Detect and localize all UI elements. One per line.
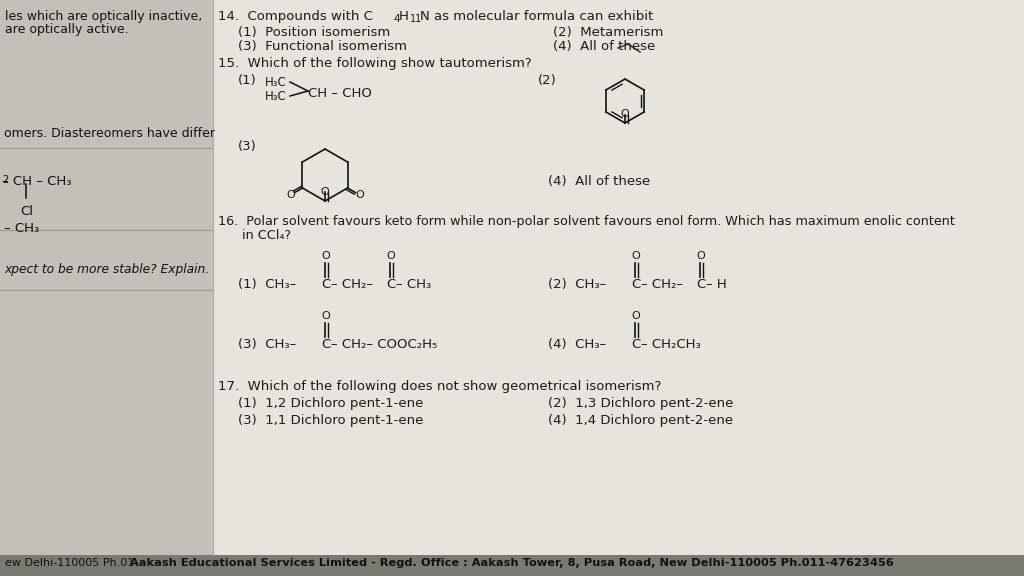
Text: N as molecular formula can exhibit: N as molecular formula can exhibit — [420, 10, 653, 23]
Text: H: H — [399, 10, 409, 23]
Text: CH – CHO: CH – CHO — [308, 87, 372, 100]
Text: (2)  1,3 Dichloro pent-2-ene: (2) 1,3 Dichloro pent-2-ene — [548, 397, 733, 410]
Text: – CH₃: – CH₃ — [4, 222, 39, 235]
Text: (1): (1) — [238, 74, 257, 87]
Text: (4)  All of these: (4) All of these — [548, 175, 650, 188]
Text: – CH₂–: – CH₂– — [331, 278, 373, 291]
Text: – H: – H — [706, 278, 727, 291]
Text: C: C — [386, 278, 395, 291]
Text: O: O — [322, 311, 331, 321]
Text: O: O — [286, 190, 295, 200]
Text: (3)  Functional isomerism: (3) Functional isomerism — [238, 40, 407, 53]
Text: Aakash Educational Services Limited - Regd. Office : Aakash Tower, 8, Pusa Road,: Aakash Educational Services Limited - Re… — [130, 558, 894, 568]
Text: – CH₂–: – CH₂– — [641, 278, 683, 291]
Bar — [213, 555, 1024, 576]
Text: C: C — [321, 278, 331, 291]
Text: omers. Diastereomers have differ: omers. Diastereomers have differ — [4, 127, 215, 140]
Text: 17.  Which of the following does not show geometrical isomerism?: 17. Which of the following does not show… — [218, 380, 662, 393]
Text: (4)  CH₃–: (4) CH₃– — [548, 338, 606, 351]
Text: in CCl₄?: in CCl₄? — [218, 229, 291, 242]
Text: are optically active.: are optically active. — [5, 23, 129, 36]
Text: 4: 4 — [393, 14, 399, 24]
Text: O: O — [632, 311, 640, 321]
Text: C: C — [631, 338, 640, 351]
Text: (4)  1,4 Dichloro pent-2-ene: (4) 1,4 Dichloro pent-2-ene — [548, 414, 733, 427]
Bar — [0, 0, 213, 576]
Text: (3)  1,1 Dichloro pent-1-ene: (3) 1,1 Dichloro pent-1-ene — [238, 414, 423, 427]
Text: O: O — [387, 251, 395, 261]
Text: – CH₂– COOC₂H₅: – CH₂– COOC₂H₅ — [331, 338, 437, 351]
Text: (2)  Metamerism: (2) Metamerism — [553, 26, 664, 39]
Text: Cl: Cl — [20, 205, 33, 218]
Text: les which are optically inactive,: les which are optically inactive, — [5, 10, 203, 23]
Text: 2: 2 — [2, 175, 8, 185]
Text: (1)  Position isomerism: (1) Position isomerism — [238, 26, 390, 39]
Text: H₃C: H₃C — [265, 76, 287, 89]
Bar — [0, 555, 1024, 576]
Text: (2): (2) — [538, 74, 557, 87]
Text: (4)  All of these: (4) All of these — [553, 40, 655, 53]
Text: 11: 11 — [410, 14, 422, 24]
Text: (3): (3) — [238, 140, 257, 153]
Text: H₃C: H₃C — [265, 90, 287, 103]
Text: C: C — [696, 278, 706, 291]
Text: ew Delhi-110005 Ph.01: ew Delhi-110005 Ph.01 — [5, 558, 134, 568]
Text: 15.  Which of the following show tautomerism?: 15. Which of the following show tautomer… — [218, 57, 531, 70]
Text: xpect to be more stable? Explain.: xpect to be more stable? Explain. — [4, 263, 209, 276]
Text: O: O — [355, 190, 364, 200]
Bar — [213, 0, 1024, 555]
Text: O: O — [632, 251, 640, 261]
Text: 16.  Polar solvent favours keto form while non-polar solvent favours enol form. : 16. Polar solvent favours keto form whil… — [218, 215, 954, 228]
Text: O: O — [322, 251, 331, 261]
Text: C: C — [631, 278, 640, 291]
Text: – CH₂CH₃: – CH₂CH₃ — [641, 338, 700, 351]
Text: – CH₃: – CH₃ — [396, 278, 431, 291]
Text: O: O — [321, 187, 330, 197]
Text: (3)  CH₃–: (3) CH₃– — [238, 338, 296, 351]
Text: O: O — [696, 251, 706, 261]
Text: (2)  CH₃–: (2) CH₃– — [548, 278, 606, 291]
Text: (1)  1,2 Dichloro pent-1-ene: (1) 1,2 Dichloro pent-1-ene — [238, 397, 423, 410]
Text: – CH – CH₃: – CH – CH₃ — [2, 175, 72, 188]
Text: C: C — [321, 338, 331, 351]
Text: (1)  CH₃–: (1) CH₃– — [238, 278, 296, 291]
Text: 14.  Compounds with C: 14. Compounds with C — [218, 10, 373, 23]
Text: O: O — [621, 109, 630, 119]
